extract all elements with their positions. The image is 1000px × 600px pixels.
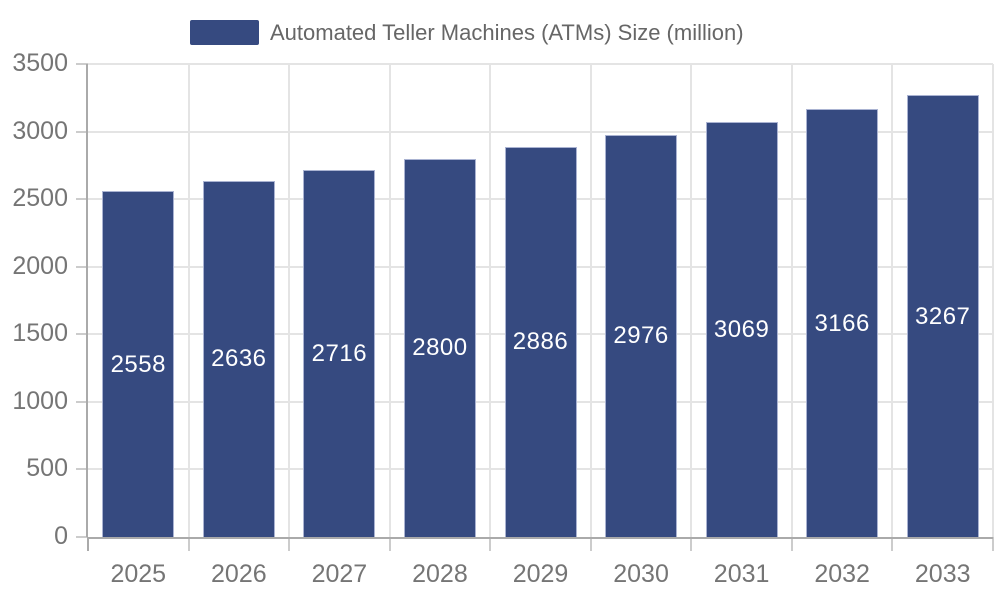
y-axis-tick — [76, 130, 88, 133]
y-axis-tick — [76, 63, 88, 65]
bar-value-label: 2886 — [512, 328, 569, 356]
x-axis-tick-label: 2028 — [412, 560, 468, 588]
gridline-horizontal — [88, 130, 993, 133]
legend-item[interactable]: Automated Teller Machines (ATMs) Size (m… — [190, 19, 744, 46]
x-axis-tick — [790, 537, 793, 551]
y-axis-tick-label: 1500 — [12, 319, 68, 348]
bar-value-label: 2800 — [412, 334, 468, 362]
bar-value-label: 3069 — [713, 316, 770, 344]
gridline-horizontal — [88, 63, 993, 65]
bar[interactable]: 3166 — [806, 109, 879, 537]
y-axis-tick — [76, 468, 88, 471]
bar[interactable]: 2716 — [303, 169, 376, 537]
x-axis-tick — [891, 537, 894, 551]
x-axis-tick — [690, 537, 693, 551]
x-axis-tick-label: 2026 — [211, 560, 267, 588]
x-axis-tick-label: 2031 — [713, 560, 770, 588]
bar[interactable]: 2636 — [202, 180, 275, 537]
bar[interactable]: 2976 — [605, 134, 678, 537]
x-axis-tick — [87, 537, 89, 551]
gridline-vertical — [388, 64, 391, 537]
y-axis-tick — [76, 536, 88, 538]
gridline-vertical — [790, 64, 793, 537]
bar[interactable]: 3267 — [906, 95, 979, 537]
x-axis-tick — [288, 537, 291, 551]
gridline-vertical — [992, 64, 994, 537]
bar[interactable]: 2800 — [403, 158, 476, 537]
y-axis-tick-label: 3500 — [12, 49, 68, 77]
bar-value-label: 3166 — [814, 309, 870, 337]
bar-value-label: 2558 — [110, 350, 166, 378]
bar[interactable]: 2886 — [504, 146, 577, 537]
gridline-vertical — [589, 64, 592, 537]
bar-value-label: 3267 — [915, 302, 971, 330]
y-axis-tick-label: 0 — [54, 522, 68, 550]
x-axis-tick — [589, 537, 592, 551]
y-axis-tick-label: 3000 — [12, 116, 68, 145]
legend-swatch — [190, 20, 259, 45]
x-axis-tick — [388, 537, 391, 551]
gridline-vertical — [690, 64, 693, 537]
y-axis-tick — [76, 265, 88, 268]
y-axis-tick-label: 2000 — [12, 251, 68, 280]
x-axis-tick — [992, 537, 994, 551]
x-axis-tick-label: 2033 — [914, 560, 971, 588]
gridline-vertical — [891, 64, 894, 537]
x-axis-tick-label: 2027 — [311, 560, 368, 588]
bar[interactable]: 2558 — [102, 191, 175, 537]
x-axis-tick — [489, 537, 492, 551]
bar[interactable]: 3069 — [705, 122, 778, 537]
gridline-vertical — [288, 64, 291, 537]
bar-value-label: 2636 — [211, 345, 267, 373]
y-axis-tick — [76, 198, 88, 201]
y-axis-line — [86, 64, 88, 537]
bar-value-label: 2716 — [311, 339, 368, 367]
legend-label: Automated Teller Machines (ATMs) Size (m… — [270, 20, 744, 45]
bar-value-label: 2976 — [613, 322, 669, 350]
x-axis-line — [88, 537, 993, 539]
x-axis-tick-label: 2025 — [110, 560, 167, 588]
y-axis-tick-label: 1000 — [12, 386, 68, 415]
x-axis-tick-label: 2032 — [814, 560, 870, 588]
x-axis-tick-label: 2029 — [512, 560, 569, 588]
y-axis-tick — [76, 400, 88, 403]
x-axis-tick — [187, 537, 190, 551]
gridline-vertical — [489, 64, 492, 537]
y-axis-tick-label: 500 — [26, 454, 68, 483]
gridline-vertical — [187, 64, 190, 537]
x-axis-tick-label: 2030 — [613, 560, 669, 588]
y-axis-tick — [76, 333, 88, 336]
y-axis-tick-label: 2500 — [12, 184, 68, 213]
